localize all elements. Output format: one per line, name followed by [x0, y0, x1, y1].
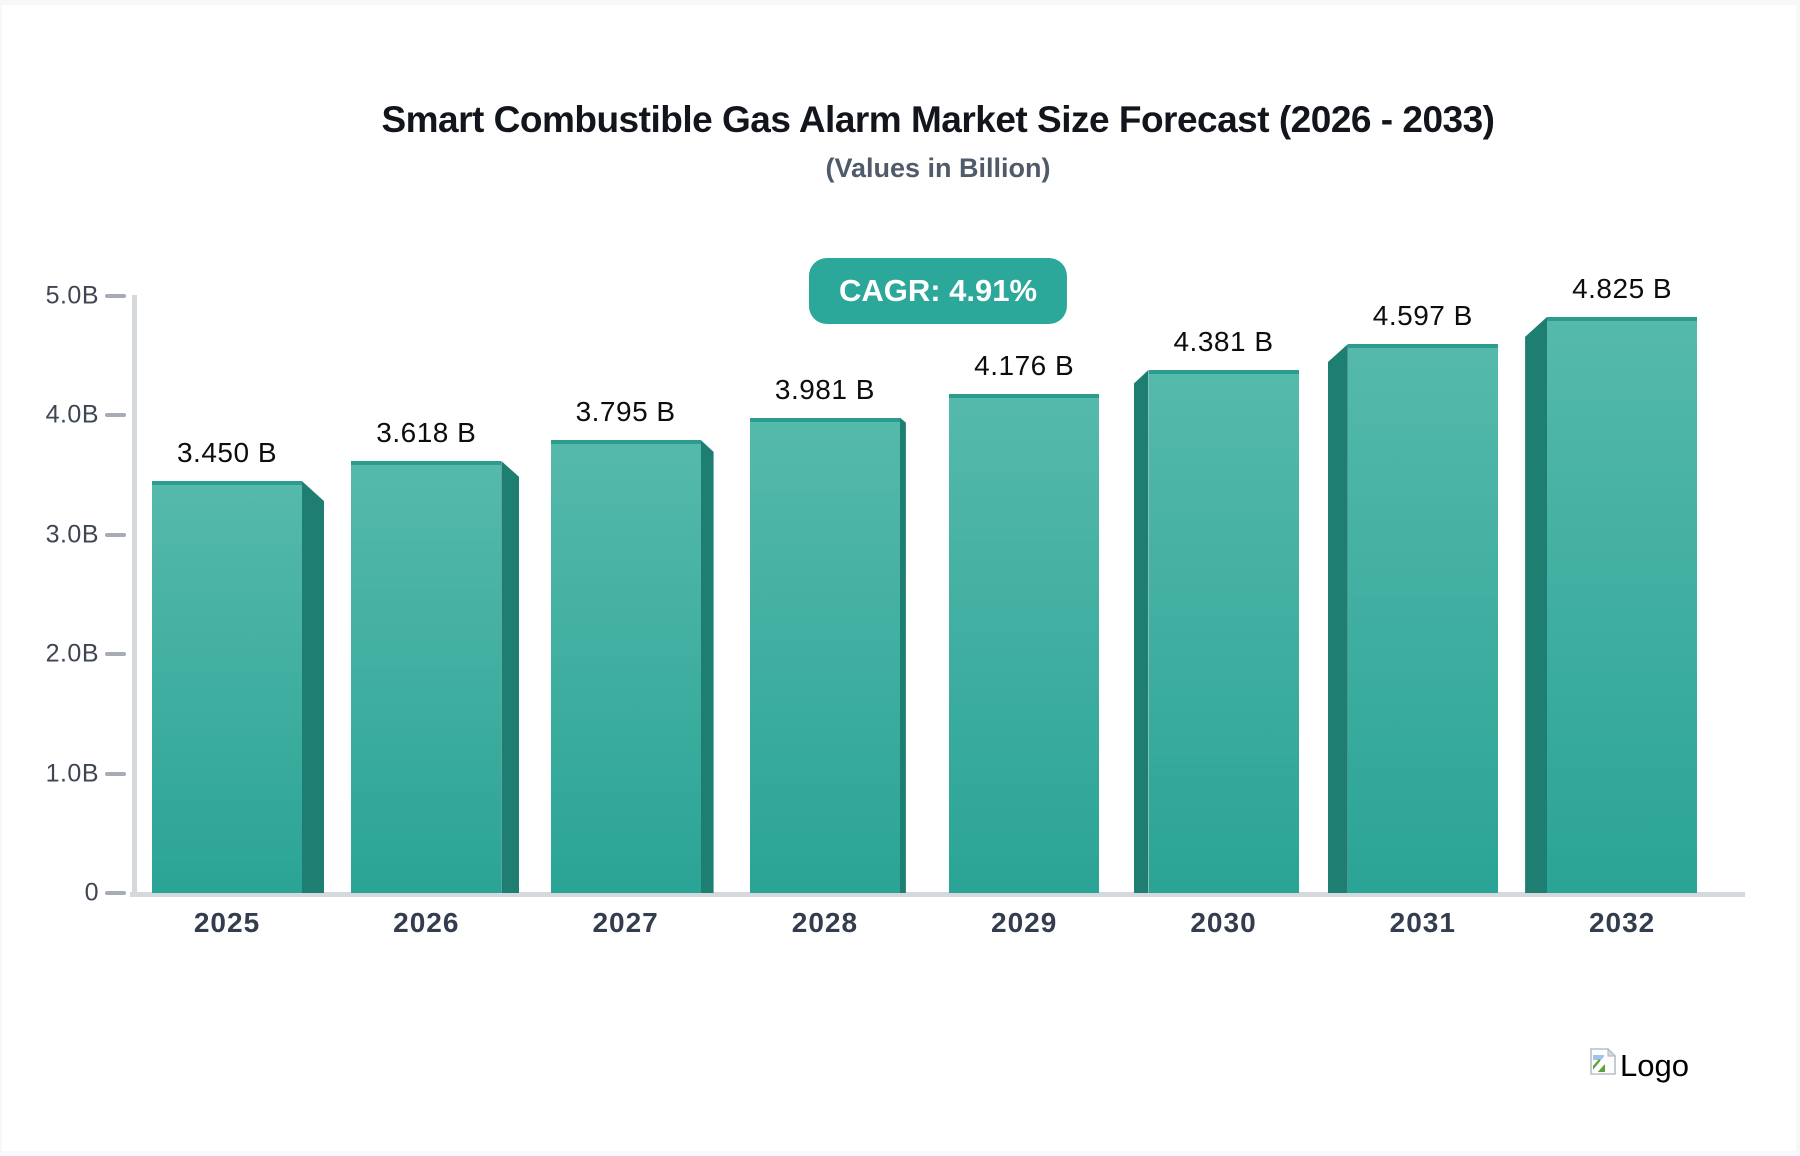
bar[interactable]	[1347, 344, 1498, 893]
y-tick-label: 0	[84, 878, 99, 907]
bar-side	[1133, 369, 1149, 893]
y-tick-label: 2.0B	[45, 639, 99, 668]
bar-value-label: 3.981 B	[774, 373, 875, 405]
x-axis-label: 2026	[393, 907, 460, 938]
bar-side	[1525, 316, 1548, 893]
y-tick-mark	[105, 532, 126, 537]
x-axis-line	[130, 892, 1745, 897]
bar-value-label: 4.381 B	[1173, 325, 1274, 357]
y-tick-mark	[105, 413, 126, 418]
bar-side	[1327, 344, 1348, 893]
bar-value-label: 3.795 B	[575, 395, 676, 427]
y-tick-label: 1.0B	[45, 759, 99, 788]
y-tick-label: 4.0B	[45, 400, 99, 429]
bar-side	[700, 439, 714, 893]
bar[interactable]	[1148, 369, 1299, 893]
y-axis-line	[132, 295, 137, 895]
bar-value-label: 4.597 B	[1372, 300, 1473, 332]
chart-subtitle: (Values in Billion)	[825, 153, 1051, 183]
bar[interactable]	[1547, 316, 1698, 893]
x-axis-label: 2032	[1588, 907, 1656, 938]
x-axis-label: 2027	[592, 907, 659, 938]
y-tick-label: 3.0B	[45, 520, 99, 549]
bar-value-label: 3.618 B	[376, 417, 477, 448]
bar[interactable]	[749, 417, 900, 893]
y-tick-mark	[105, 891, 126, 895]
broken-image-icon	[1588, 1045, 1619, 1083]
bar[interactable]	[550, 439, 701, 893]
bar[interactable]	[949, 394, 1100, 893]
y-tick-mark	[105, 771, 126, 776]
logo: Logo	[1588, 1045, 1689, 1083]
bar[interactable]	[351, 461, 502, 893]
bar-value-label: 4.176 B	[974, 350, 1075, 382]
bar-side	[302, 481, 324, 893]
logo-alt-text: Logo	[1620, 1048, 1689, 1083]
x-axis-label: 2031	[1389, 907, 1456, 938]
bar-value-label: 4.825 B	[1572, 272, 1673, 304]
y-tick-label: 5.0B	[45, 281, 99, 310]
chart-card: Smart Combustible Gas Alarm Market Size …	[2, 5, 1796, 1151]
bar-side	[501, 461, 520, 893]
bar-side	[899, 417, 906, 893]
y-tick-mark	[105, 652, 126, 657]
x-axis-label: 2025	[193, 907, 261, 938]
cagr-badge: CAGR: 4.91%	[808, 258, 1068, 324]
bar[interactable]	[152, 481, 302, 893]
x-axis-label: 2029	[991, 907, 1058, 938]
bar-value-label: 3.450 B	[176, 437, 278, 469]
x-axis-label: 2030	[1190, 907, 1257, 938]
x-axis-label: 2028	[791, 907, 859, 938]
y-tick-mark	[105, 294, 126, 298]
chart-title: Smart Combustible Gas Alarm Market Size …	[381, 99, 1495, 140]
